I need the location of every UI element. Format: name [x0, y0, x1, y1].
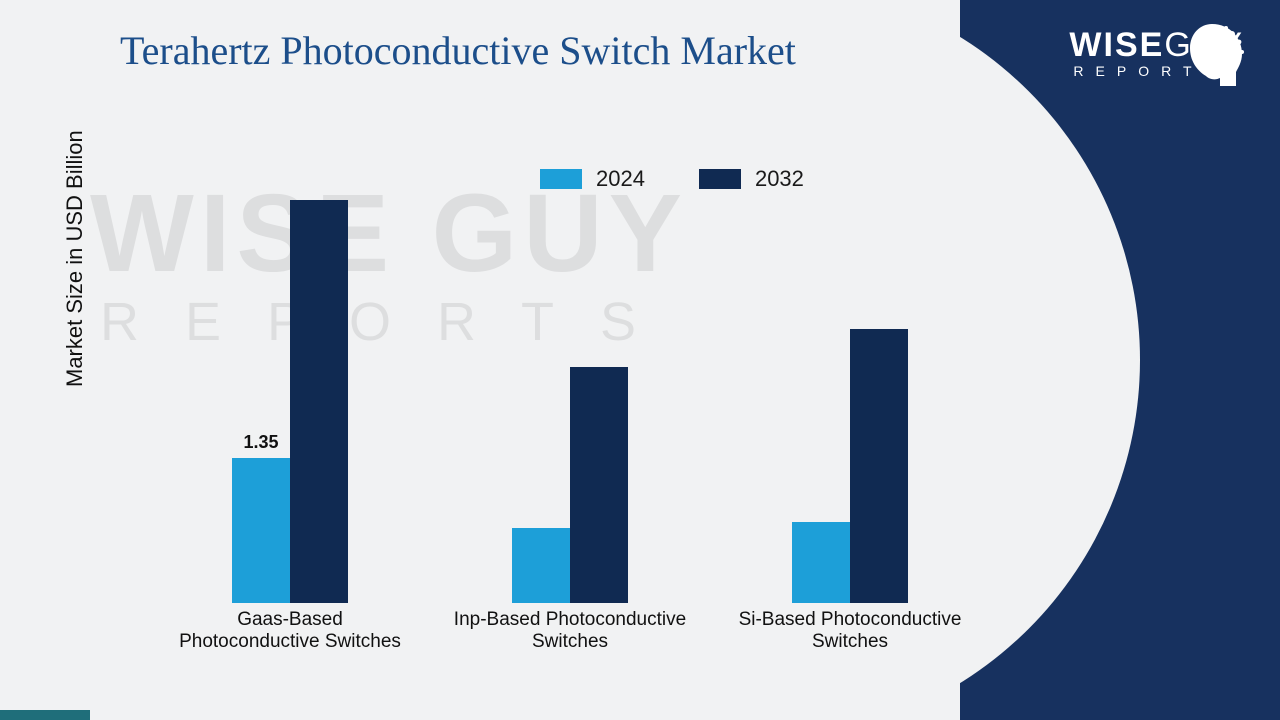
chart-title: Terahertz Photoconductive Switch Market — [120, 28, 880, 74]
bar-pair — [512, 367, 628, 603]
category-label: Inp-Based Photoconductive Switches — [450, 609, 690, 654]
legend-item: 2032 — [699, 166, 804, 192]
bar — [850, 329, 908, 603]
category-label: Gaas-Based Photoconductive Switches — [170, 609, 410, 654]
bar — [290, 200, 348, 603]
bar-pair — [792, 329, 908, 603]
legend-swatch — [699, 169, 741, 189]
bar-pair: 1.35 — [232, 200, 348, 603]
brand-logo: WISEGUY REPORTS — [1069, 26, 1244, 79]
bar — [512, 528, 570, 603]
plot-area: 1.35Gaas-Based Photoconductive SwitchesI… — [120, 195, 1000, 603]
legend-swatch — [540, 169, 582, 189]
legend: 2024 2032 — [540, 166, 804, 192]
bar-value-label: 1.35 — [232, 432, 290, 453]
y-axis-label: Market Size in USD Billion — [62, 130, 88, 387]
page-root: WISE GUY REPORTS WISEGUY REPORTS Teraher… — [0, 0, 1280, 720]
bottom-accent-bar — [0, 710, 90, 720]
category-label: Si-Based Photoconductive Switches — [730, 609, 970, 654]
bar: 1.35 — [232, 458, 290, 603]
legend-label: 2024 — [596, 166, 645, 192]
brand-head-icon — [1182, 20, 1248, 94]
bar — [792, 522, 850, 603]
legend-item: 2024 — [540, 166, 645, 192]
bar — [570, 367, 628, 603]
legend-label: 2032 — [755, 166, 804, 192]
brand-word-wise: WISE — [1069, 26, 1164, 64]
